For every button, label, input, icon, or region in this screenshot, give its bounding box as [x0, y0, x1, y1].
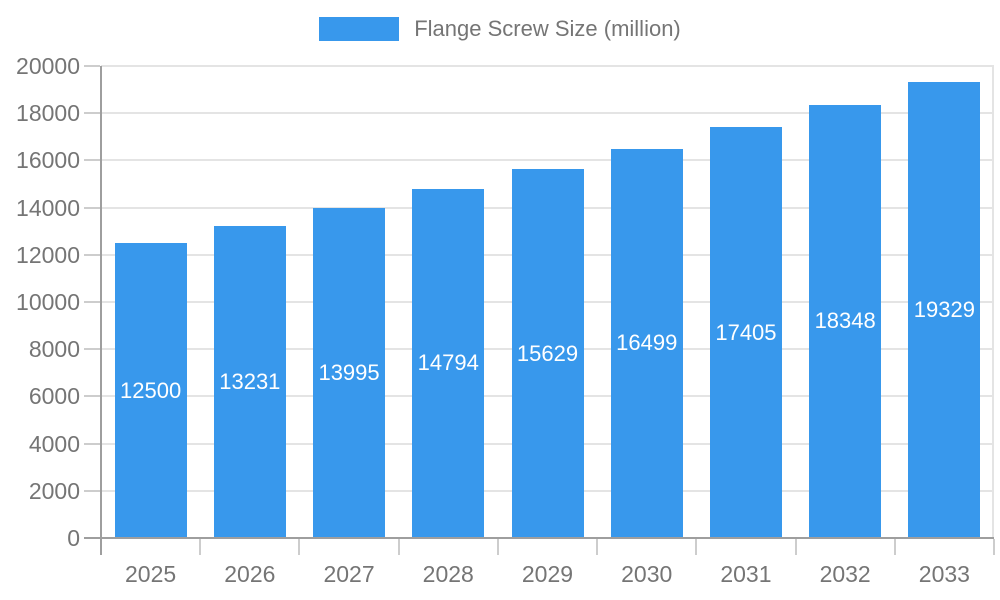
x-axis-tick [794, 539, 797, 555]
bar-value-label: 15629 [516, 340, 579, 366]
bar-value-label: 12500 [120, 377, 182, 403]
y-tick-label: 18000 [16, 100, 80, 127]
y-tick-label: 20000 [16, 53, 80, 79]
y-axis-tick [84, 348, 100, 351]
y-tick-label: 0 [67, 525, 80, 551]
chart-legend[interactable]: Flange Screw Size (million) [0, 16, 1000, 42]
y-tick-label: 6000 [28, 383, 80, 410]
bar[interactable]: 17405 [709, 127, 782, 538]
x-axis-tick [893, 539, 896, 555]
y-axis-tick [84, 112, 100, 115]
bar-value-label: 16499 [616, 330, 678, 356]
y-tick-label: 16000 [16, 147, 80, 174]
y-axis-tick [84, 301, 100, 303]
x-axis-tick [695, 539, 698, 555]
x-tick-label: 2028 [422, 561, 474, 587]
bar-value-label: 18348 [814, 308, 876, 334]
bar[interactable]: 13995 [313, 207, 386, 538]
y-axis-tick [84, 206, 100, 209]
x-axis-tick [496, 539, 499, 555]
y-tick-label: 8000 [28, 336, 80, 363]
bar[interactable]: 16499 [610, 148, 683, 538]
y-tick-label: 2000 [28, 477, 80, 504]
y-tick-label: 14000 [16, 194, 80, 221]
x-axis-tick [596, 539, 599, 555]
x-tick-label: 2032 [819, 561, 871, 587]
y-tick-label: 12000 [16, 241, 80, 268]
bar[interactable]: 18348 [809, 104, 882, 538]
bar-value-label: 13231 [219, 368, 281, 394]
bar[interactable]: 19329 [908, 81, 981, 538]
bar-value-label: 14794 [417, 350, 479, 376]
plot-right-border [992, 66, 994, 538]
y-axis-tick [84, 395, 100, 398]
bar[interactable]: 13231 [213, 225, 286, 538]
x-axis-line [84, 537, 994, 539]
x-axis-tick [199, 539, 202, 555]
legend-label: Flange Screw Size (million) [414, 16, 681, 41]
gridline [101, 112, 994, 115]
x-tick-label: 2027 [323, 561, 375, 587]
bar[interactable]: 14794 [412, 188, 485, 538]
x-tick-label: 2033 [918, 561, 970, 587]
bar[interactable]: 15629 [511, 169, 584, 538]
x-tick-label: 2030 [621, 561, 673, 587]
y-axis-tick [84, 442, 100, 445]
x-tick-label: 2029 [521, 561, 574, 587]
bar-value-label: 13995 [318, 359, 380, 385]
x-tick-label: 2031 [720, 561, 772, 587]
gridline [101, 65, 994, 67]
y-axis-tick [84, 253, 100, 256]
gridline [101, 159, 994, 162]
x-tick-label: 2026 [224, 561, 276, 587]
bar-value-label: 17405 [715, 319, 777, 345]
y-axis-tick [84, 65, 100, 67]
y-axis-tick [84, 159, 100, 162]
y-axis-line [100, 66, 102, 555]
bar-value-label: 19329 [913, 296, 975, 322]
y-tick-label: 10000 [16, 289, 80, 315]
legend-swatch [319, 17, 400, 41]
x-tick-label: 2025 [125, 561, 177, 587]
y-axis-tick [84, 489, 100, 492]
x-axis-tick [397, 539, 400, 555]
x-axis-tick [993, 539, 995, 555]
y-tick-label: 4000 [28, 430, 80, 457]
x-axis-tick [298, 539, 301, 555]
bar[interactable]: 12500 [114, 243, 187, 538]
